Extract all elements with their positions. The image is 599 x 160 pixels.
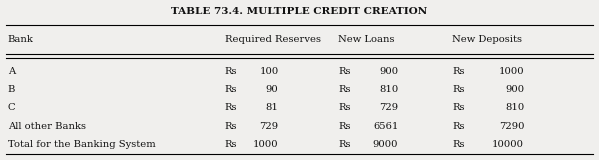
Text: 810: 810 <box>505 104 524 112</box>
Text: 7290: 7290 <box>498 122 524 131</box>
Text: Bank: Bank <box>8 35 34 44</box>
Text: A: A <box>8 67 15 76</box>
Text: Rs: Rs <box>452 85 465 94</box>
Text: New Loans: New Loans <box>338 35 395 44</box>
Text: Rs: Rs <box>452 140 465 149</box>
Text: 10000: 10000 <box>492 140 524 149</box>
Text: Required Reserves: Required Reserves <box>225 35 320 44</box>
Text: 729: 729 <box>259 122 279 131</box>
Text: Rs: Rs <box>338 104 351 112</box>
Text: Rs: Rs <box>338 140 351 149</box>
Text: 900: 900 <box>505 85 524 94</box>
Text: C: C <box>8 104 16 112</box>
Text: Rs: Rs <box>452 104 465 112</box>
Text: Rs: Rs <box>338 122 351 131</box>
Text: 90: 90 <box>266 85 279 94</box>
Text: Rs: Rs <box>452 67 465 76</box>
Text: Rs: Rs <box>225 122 237 131</box>
Text: Rs: Rs <box>225 85 237 94</box>
Text: Rs: Rs <box>225 67 237 76</box>
Text: 1000: 1000 <box>498 67 524 76</box>
Text: Rs: Rs <box>225 104 237 112</box>
Text: 9000: 9000 <box>373 140 398 149</box>
Text: Rs: Rs <box>338 67 351 76</box>
Text: Rs: Rs <box>452 122 465 131</box>
Text: New Deposits: New Deposits <box>452 35 522 44</box>
Text: 100: 100 <box>259 67 279 76</box>
Text: Rs: Rs <box>338 85 351 94</box>
Text: 810: 810 <box>379 85 398 94</box>
Text: 1000: 1000 <box>253 140 279 149</box>
Text: TABLE 73.4. MULTIPLE CREDIT CREATION: TABLE 73.4. MULTIPLE CREDIT CREATION <box>171 7 428 16</box>
Text: Total for the Banking System: Total for the Banking System <box>8 140 156 149</box>
Text: 6561: 6561 <box>373 122 398 131</box>
Text: B: B <box>8 85 15 94</box>
Text: 729: 729 <box>379 104 398 112</box>
Text: Rs: Rs <box>225 140 237 149</box>
Text: 81: 81 <box>266 104 279 112</box>
Text: All other Banks: All other Banks <box>8 122 86 131</box>
Text: 900: 900 <box>379 67 398 76</box>
